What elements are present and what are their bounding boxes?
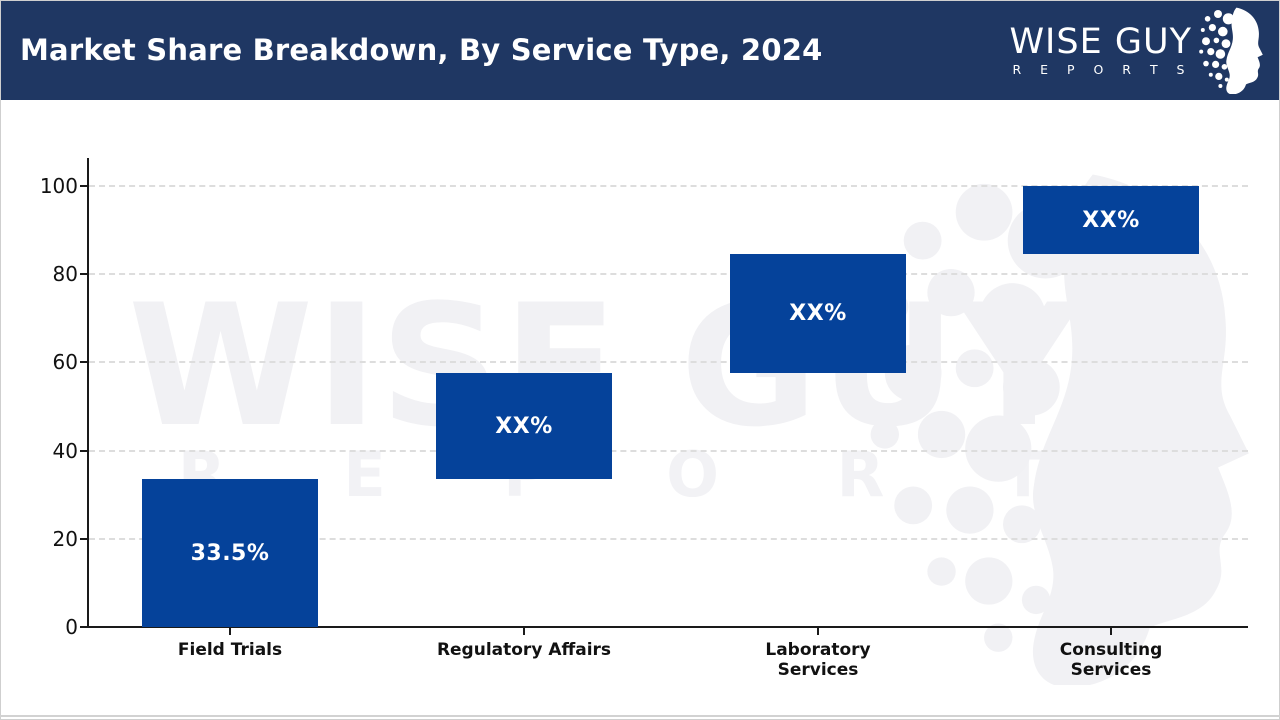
x-tick-label: Laboratory Services [698,640,938,680]
y-axis [87,158,89,628]
wise-guy-reports-logo: WISE GUY R E P O R T S [1009,6,1266,94]
y-tick-label: 80 [52,262,78,287]
y-tick-mark [80,449,88,452]
bar-segment: XX% [1023,186,1199,255]
logo-text: WISE GUY R E P O R T S [1009,24,1192,77]
y-tick-label: 100 [39,174,78,198]
y-tick-label: 40 [52,438,78,463]
x-tick-label-line: Services [777,660,859,680]
x-tick-label-line: Field Trials [177,640,283,660]
y-tick-label: 20 [52,526,78,551]
bar-value-label: XX% [789,301,847,327]
x-tick-label-line: Consulting [1059,640,1163,660]
gridline [89,449,1248,452]
header-bar: Market Share Breakdown, By Service Type,… [0,0,1280,100]
x-tick-label: Regulatory Affairs [404,640,644,660]
y-tick-label: 60 [52,350,78,375]
x-tick-label: Consulting Services [991,640,1231,680]
x-tick-label-line: Laboratory [765,640,871,660]
logo-reports-label: R E P O R T S [1012,61,1192,77]
y-tick-label: 0 [65,615,78,639]
bar-segment: 33.5% [142,479,318,627]
x-tick-label-line: Services [1070,660,1152,680]
y-tick-mark [80,273,88,276]
bar-segment: XX% [436,373,612,480]
x-axis [86,626,1248,628]
x-tick-mark [523,627,525,635]
x-tick-mark [229,627,231,635]
logo-wiseguy-label: WISE GUY [1009,21,1192,62]
y-tick-mark [80,361,88,364]
bar-value-label: XX% [1082,207,1140,233]
gridline [89,185,1248,187]
x-tick-label-line: Regulatory Affairs [436,640,612,660]
y-tick-mark [80,537,88,540]
bar-value-label: 33.5% [190,540,270,566]
y-tick-mark [80,185,88,187]
x-tick-label: Field Trials [110,640,350,660]
bottom-divider [0,715,1280,717]
page-title: Market Share Breakdown, By Service Type,… [20,33,823,67]
bar-segment: XX% [730,254,906,374]
y-tick-mark [80,626,88,628]
x-tick-mark [817,627,819,635]
x-tick-mark [1110,627,1112,635]
logo-head-icon [1199,7,1263,94]
gridline [89,273,1248,276]
gridline [89,537,1248,540]
bar-value-label: XX% [495,413,553,439]
gridline [89,361,1248,364]
